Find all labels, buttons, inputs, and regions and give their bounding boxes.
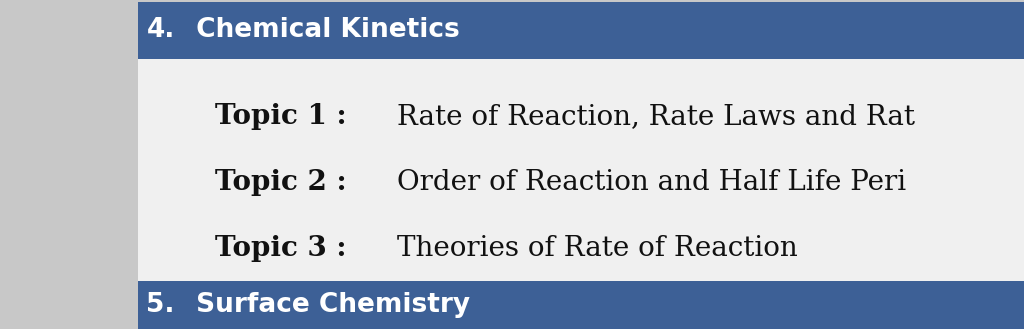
Text: Rate of Reaction, Rate Laws and Rat: Rate of Reaction, Rate Laws and Rat: [397, 103, 915, 130]
Text: 5.: 5.: [146, 292, 175, 318]
Text: Chemical Kinetics: Chemical Kinetics: [187, 17, 460, 43]
FancyBboxPatch shape: [138, 281, 1024, 329]
Text: Order of Reaction and Half Life Peri: Order of Reaction and Half Life Peri: [397, 169, 906, 196]
Text: Surface Chemistry: Surface Chemistry: [187, 292, 470, 318]
FancyBboxPatch shape: [138, 59, 1024, 281]
Text: 4.: 4.: [146, 17, 175, 43]
FancyBboxPatch shape: [138, 2, 1024, 59]
Text: Topic 3 :: Topic 3 :: [215, 235, 356, 262]
Text: Topic 2 :: Topic 2 :: [215, 169, 356, 196]
Text: Theories of Rate of Reaction: Theories of Rate of Reaction: [397, 235, 798, 262]
Text: Topic 1 :: Topic 1 :: [215, 103, 356, 130]
